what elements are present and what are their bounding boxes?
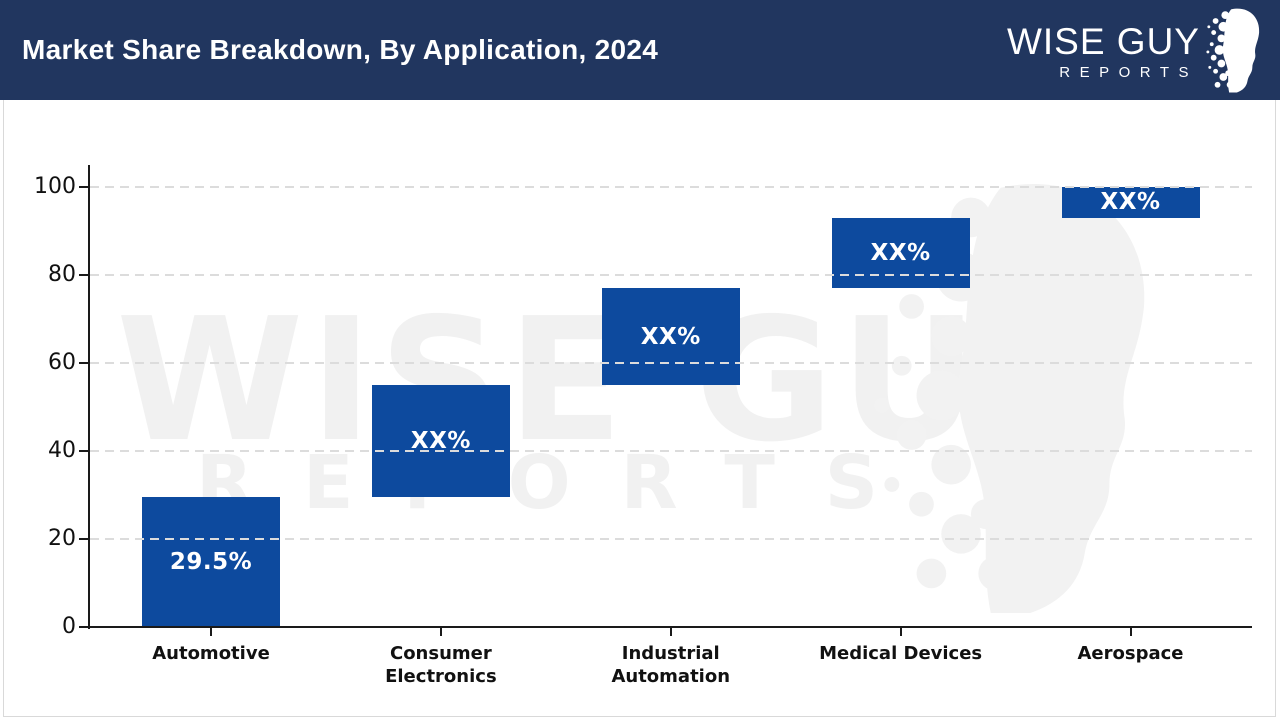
wise-guy-reports-logo: WISE GUY REPORTS [1000,0,1270,100]
watermark-dotted-face-icon [874,183,1145,613]
x-tick-industrial-automation [669,628,672,636]
y-tick-80 [79,274,88,276]
bar-value-label-medical-devices: XX% [870,239,931,266]
watermark-subtitle: REPORTS [196,440,929,526]
gridline-60 [90,362,1252,364]
x-tick-medical-devices [899,628,902,636]
logo-subtitle: REPORTS [1059,64,1198,81]
y-tick-60 [79,362,88,364]
bar-medical-devices: XX% [831,217,970,289]
x-tick-label-industrial-automation: Industrial Automation [556,642,786,688]
x-tick-label-consumer-electronics: Consumer Electronics [326,642,556,688]
dotted-face-icon [1206,8,1260,93]
bar-automotive: 29.5% [142,497,280,627]
x-tick-label-line: Electronics [385,666,497,687]
y-tick-label-100: 100 [34,174,76,199]
x-tick-aerospace [1129,628,1132,636]
y-tick-20 [79,538,88,540]
logo-wordmark: WISE GUY [1006,21,1200,62]
y-tick-0 [79,626,88,628]
bar-value-label-aerospace: XX% [1100,189,1161,216]
y-tick-100 [79,186,88,188]
y-tick-label-20: 20 [48,526,76,551]
chart-title: Market Share Breakdown, By Application, … [22,34,659,65]
y-axis-line [88,165,90,629]
header: Market Share Breakdown, By Application, … [0,0,1280,100]
x-tick-label-aerospace: Aerospace [1016,642,1246,665]
gridline-20 [90,538,1252,540]
x-tick-automotive [210,628,212,636]
bar-value-label-consumer-electronics: XX% [410,428,471,455]
gridline-80 [90,274,1252,276]
x-tick-label-line: Industrial [621,643,720,664]
x-tick-label-line: Automation [611,666,731,687]
bar-industrial-automation: XX% [601,288,740,385]
y-tick-label-0: 0 [62,614,76,639]
y-tick-label-40: 40 [48,438,76,463]
y-tick-label-60: 60 [48,350,76,375]
x-axis-line [88,626,1252,628]
x-tick-label-line: Medical Devices [819,643,983,664]
page-border-left [3,100,4,717]
x-tick-label-medical-devices: Medical Devices [786,642,1016,665]
y-tick-label-80: 80 [48,262,76,287]
bar-aerospace: XX% [1061,187,1200,218]
page-border-bottom [3,716,1276,717]
bar-value-label-industrial-automation: XX% [640,323,701,350]
bar-consumer-electronics: XX% [371,385,510,498]
bar-value-label-automotive: 29.5% [169,549,253,576]
page-border-right [1275,100,1276,717]
x-tick-consumer-electronics [439,628,442,636]
x-tick-label-line: Automotive [152,643,270,664]
x-tick-label-line: Consumer [389,643,492,664]
x-tick-label-automotive: Automotive [96,642,326,665]
y-tick-40 [79,450,88,452]
x-tick-label-line: Aerospace [1077,643,1184,664]
gridline-40 [90,450,1252,452]
gridline-100 [90,186,1252,188]
